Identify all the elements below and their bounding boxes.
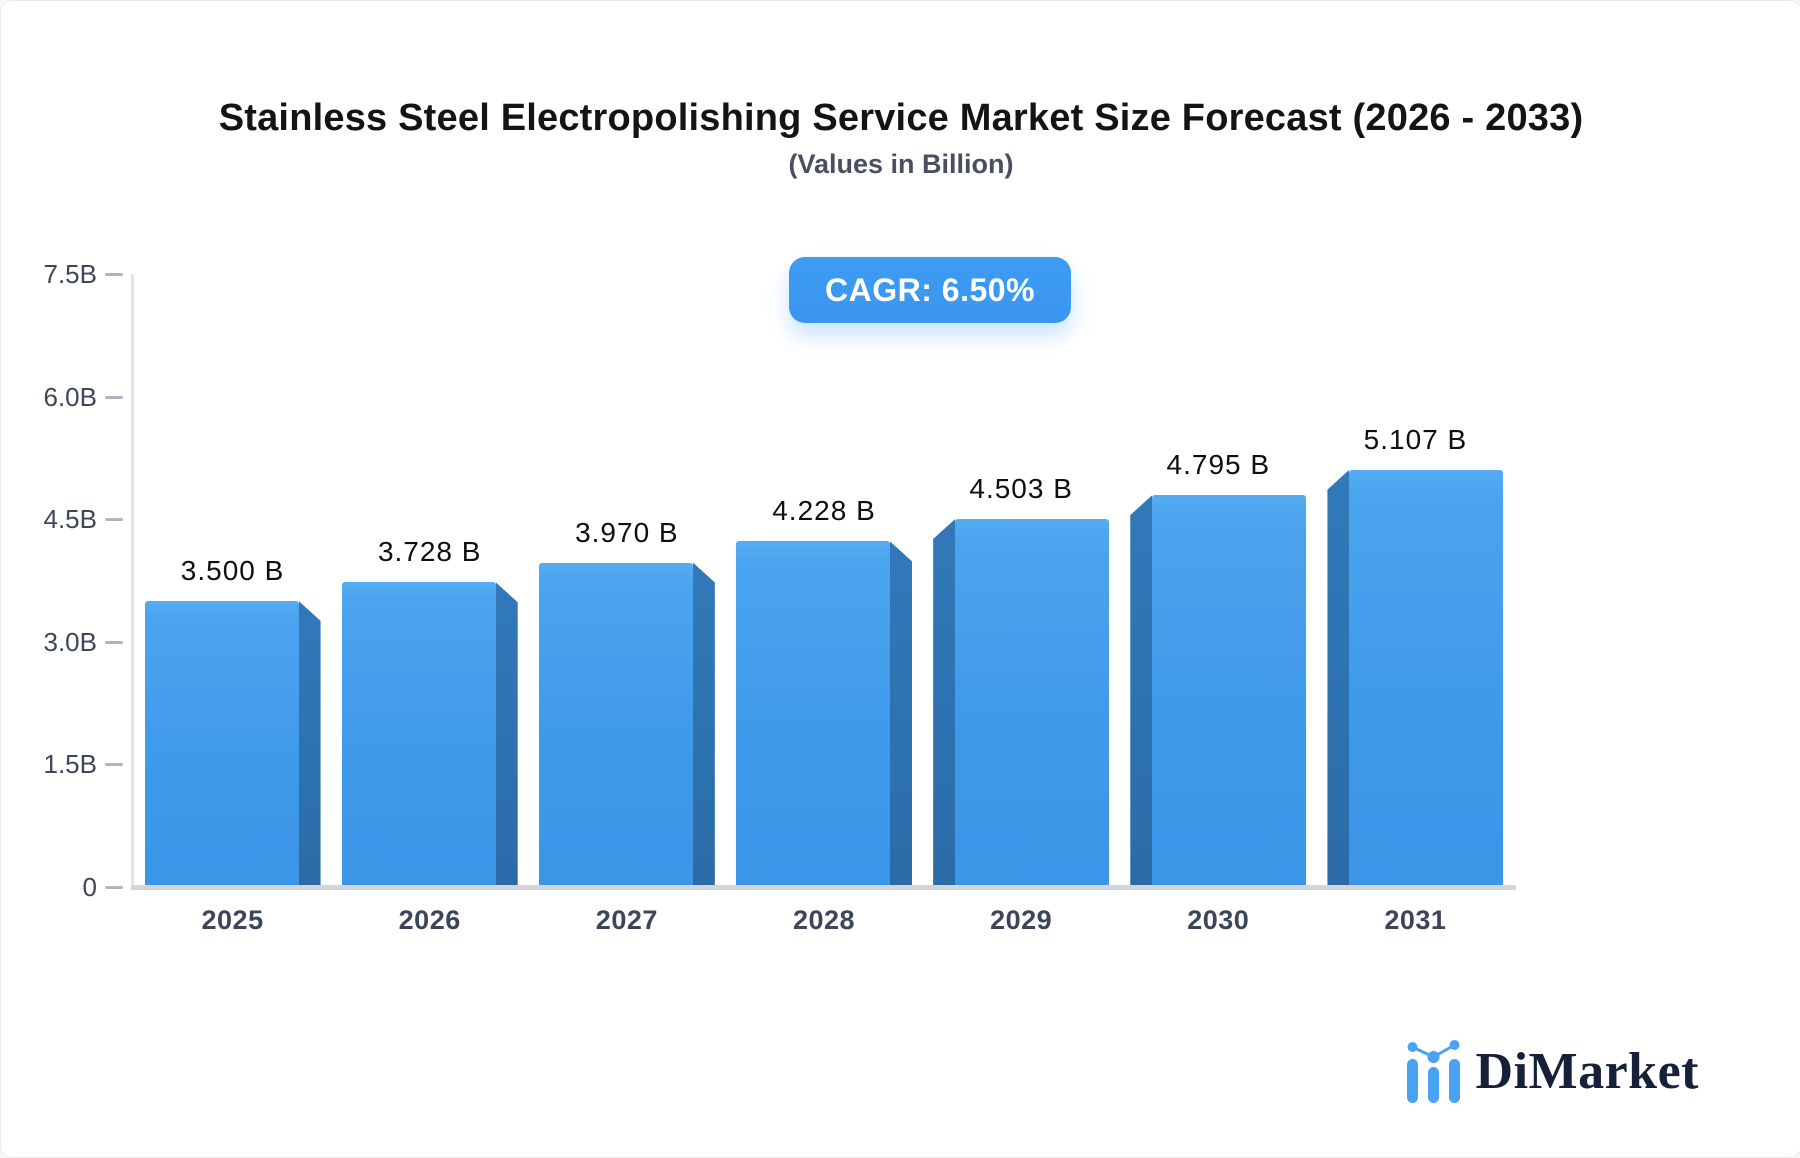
bar-value-label: 4.228 B (772, 495, 876, 527)
bar-side-3d (1327, 469, 1350, 889)
y-axis-tick-label: 4.5B (43, 504, 98, 535)
y-axis-tick-dash (105, 763, 123, 767)
x-axis-label: 2027 (595, 905, 658, 935)
cagr-badge-label: CAGR: 6.50% (825, 271, 1035, 308)
bar-face (736, 541, 890, 889)
y-axis-tick-dash (105, 273, 123, 276)
y-axis-tick-label: 7.5B (43, 259, 98, 289)
bar-value-label: 4.795 B (1166, 449, 1271, 481)
dimarket-logo-icon (1406, 1040, 1460, 1103)
chart-subtitle: (Values in Billion) (788, 149, 1014, 179)
bar-side-3d (298, 600, 321, 889)
y-axis-tick-label: 6.0B (43, 381, 98, 412)
y-axis-tick-dash (105, 886, 123, 889)
y-axis-tick-dash (105, 640, 123, 644)
x-axis-label: 2031 (1384, 905, 1447, 935)
cagr-badge: CAGR: 6.50% (789, 257, 1071, 323)
bar-value-label: 4.503 B (969, 472, 1073, 504)
y-axis-tick-dash (105, 518, 123, 522)
bar-side-3d (692, 562, 715, 889)
y-axis-tick-label: 3.0B (43, 626, 98, 657)
bar-face (341, 582, 496, 889)
x-axis-label: 2025 (201, 905, 264, 935)
y-axis-tick-dash (105, 395, 123, 399)
bar-face (144, 600, 299, 889)
bar-side-3d (890, 541, 912, 889)
brand-logo: DiMarket (1406, 1039, 1699, 1103)
bar-value-label: 3.970 B (575, 516, 679, 548)
bar-face (1152, 495, 1307, 889)
x-axis-label: 2030 (1187, 905, 1250, 935)
x-axis-label: 2026 (398, 905, 461, 935)
bar-value-label: 3.500 B (180, 554, 285, 586)
bar-value-label: 3.728 B (377, 536, 482, 568)
y-axis-tick-label: 0 (82, 872, 97, 902)
bar-side-3d (1130, 495, 1153, 889)
y-axis-line (131, 274, 134, 887)
bar-face (1349, 469, 1504, 889)
x-axis-label: 2028 (792, 905, 856, 935)
bar-value-label: 5.107 B (1363, 423, 1468, 455)
bar-side-3d (495, 582, 518, 889)
logo-text: DiMarket (1475, 1043, 1699, 1100)
x-axis-line (131, 885, 1516, 890)
bar-face (955, 518, 1110, 889)
bar-face (538, 562, 693, 889)
bar-side-3d (933, 518, 956, 889)
x-axis-label: 2029 (990, 905, 1053, 935)
y-axis-tick-label: 1.5B (43, 749, 98, 780)
chart-title: Stainless Steel Electropolishing Service… (218, 97, 1584, 139)
